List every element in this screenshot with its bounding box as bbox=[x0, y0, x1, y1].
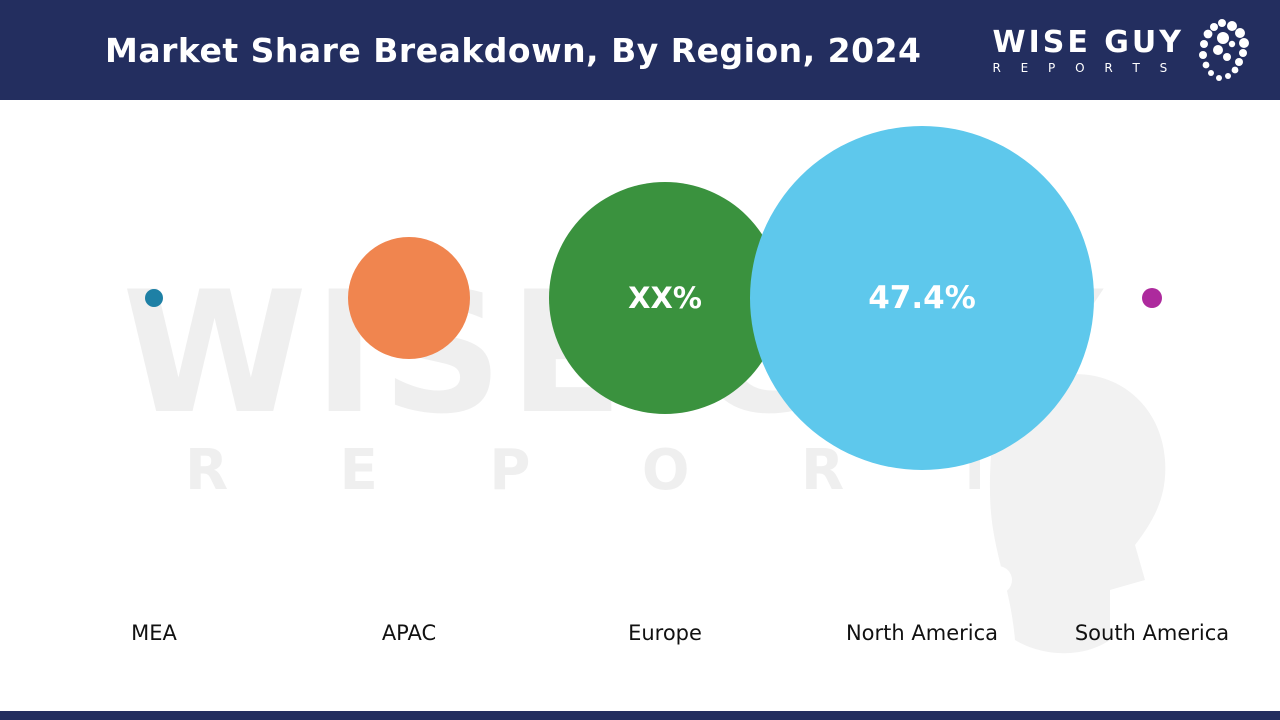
bubble-europe: XX% bbox=[549, 182, 781, 414]
bubble-value-europe: XX% bbox=[628, 281, 702, 315]
logo-text: WISE GUY R E P O R T S bbox=[992, 26, 1184, 75]
footer-bar bbox=[0, 711, 1280, 720]
wiseguy-logo: WISE GUY R E P O R T S bbox=[992, 16, 1252, 84]
logo-head-icon bbox=[1199, 19, 1249, 81]
bubble-value-north-america: 47.4% bbox=[868, 280, 976, 316]
bubble-north-america: 47.4% bbox=[750, 126, 1094, 470]
region-label-mea: MEA bbox=[131, 621, 177, 645]
header-bar: Market Share Breakdown, By Region, 2024 … bbox=[0, 0, 1280, 100]
region-label-south-america: South America bbox=[1074, 621, 1230, 645]
logo-wordmark: WISE GUY bbox=[992, 24, 1184, 60]
region-label-apac: APAC bbox=[381, 621, 437, 645]
page-title: Market Share Breakdown, By Region, 2024 bbox=[105, 30, 922, 70]
bubble-mea bbox=[145, 289, 163, 307]
bubble-south-america bbox=[1142, 288, 1162, 308]
watermark-subtitle: R E P O R T S bbox=[185, 438, 1192, 503]
region-label-north-america: North America bbox=[845, 621, 999, 645]
bubble-apac bbox=[348, 237, 470, 359]
region-label-europe: Europe bbox=[628, 621, 702, 645]
logo-subtitle: R E P O R T S bbox=[992, 60, 1176, 75]
